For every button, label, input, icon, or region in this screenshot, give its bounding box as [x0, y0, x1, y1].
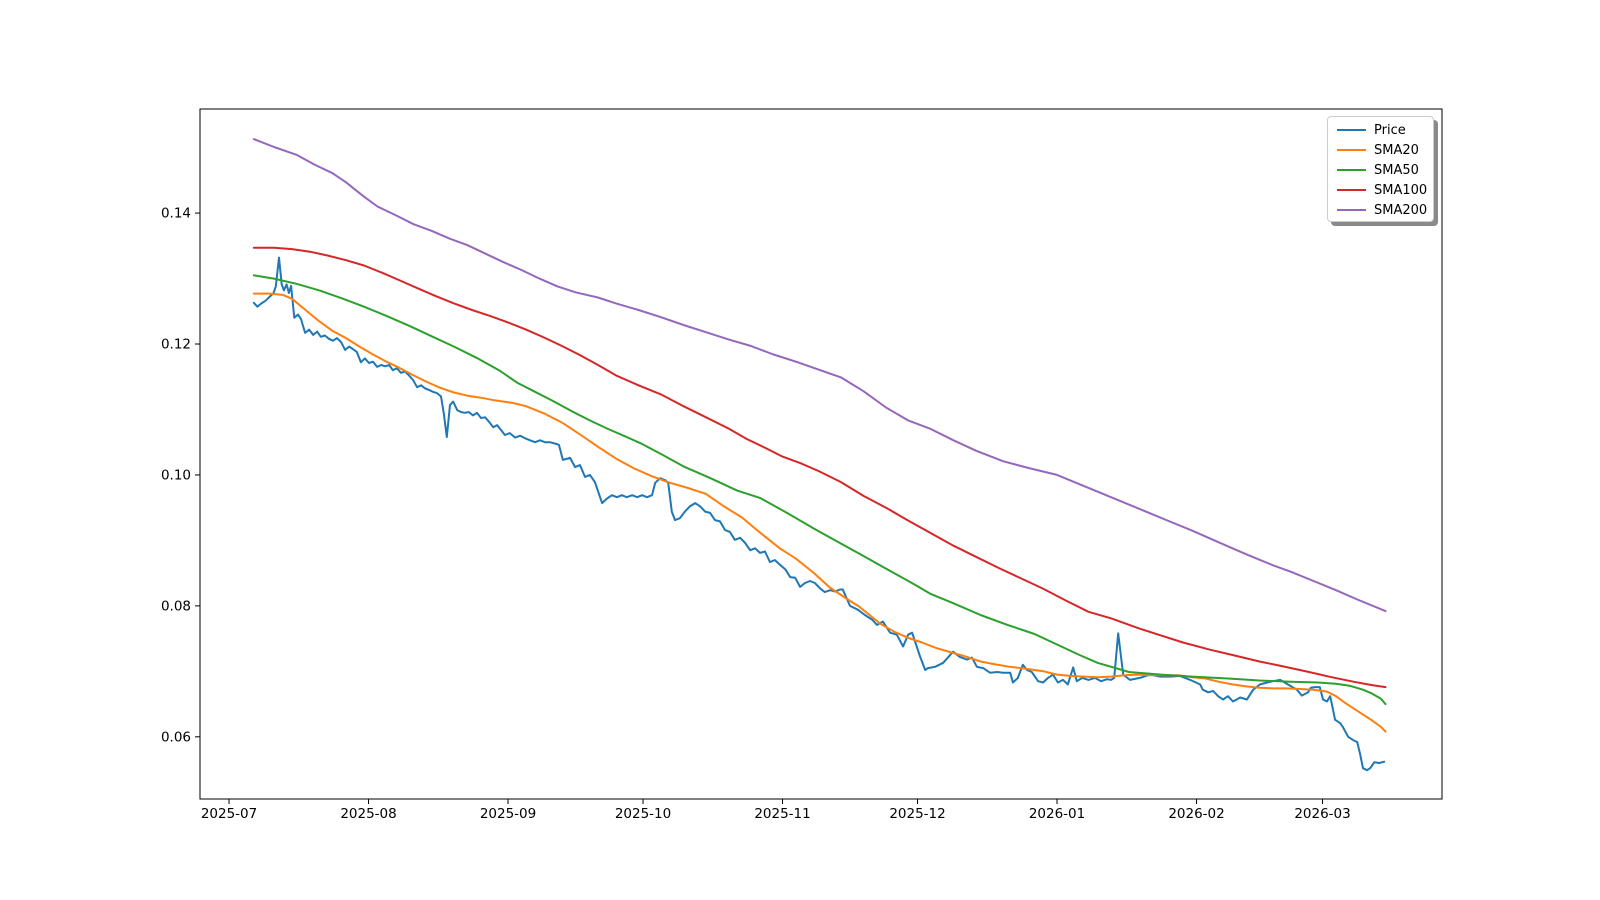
- sma200-line: [252, 138, 1387, 613]
- x-tick-label: 2025-10: [615, 806, 671, 822]
- x-tick-label: 2025-12: [889, 806, 945, 822]
- x-tick-label: 2025-08: [340, 806, 396, 822]
- legend-label: SMA100: [1374, 182, 1428, 198]
- legend-box: Price SMA20 SMA50 SMA100 SMA200: [1327, 116, 1434, 222]
- legend-line-sample-price: [1337, 129, 1366, 131]
- y-tick-label: 0.14: [161, 206, 191, 222]
- x-tick-label: 2026-01: [1029, 806, 1085, 822]
- legend-item-price: Price: [1337, 120, 1433, 140]
- legend-label: SMA20: [1374, 142, 1419, 158]
- legend-line-sample-sma50: [1337, 169, 1366, 171]
- legend-item-sma20: SMA20: [1337, 140, 1433, 160]
- legend-item-sma100: SMA100: [1337, 180, 1433, 200]
- sma50-line: [252, 274, 1387, 706]
- x-tick-label: 2026-02: [1168, 806, 1224, 822]
- legend-item-sma50: SMA50: [1337, 160, 1433, 180]
- price-line: [252, 256, 1386, 772]
- legend-label: Price: [1374, 122, 1406, 138]
- y-tick-label: 0.06: [161, 729, 191, 745]
- plot-border: [199, 108, 1443, 800]
- legend-line-sample-sma20: [1337, 149, 1366, 151]
- x-tick-label: 2025-09: [480, 806, 536, 822]
- sma20-line: [252, 292, 1387, 733]
- x-tick-label: 2025-11: [754, 806, 810, 822]
- sma100-line: [252, 246, 1387, 689]
- legend-label: SMA200: [1374, 202, 1428, 218]
- legend-label: SMA50: [1374, 162, 1419, 178]
- y-tick-label: 0.10: [161, 467, 191, 483]
- legend-line-sample-sma200: [1337, 209, 1366, 211]
- legend-item-sma200: SMA200: [1337, 200, 1433, 220]
- legend-line-sample-sma100: [1337, 189, 1366, 191]
- y-tick-label: 0.12: [161, 337, 191, 353]
- x-tick-label: 2025-07: [201, 806, 257, 822]
- y-tick-label: 0.08: [161, 598, 191, 614]
- x-tick-label: 2026-03: [1294, 806, 1350, 822]
